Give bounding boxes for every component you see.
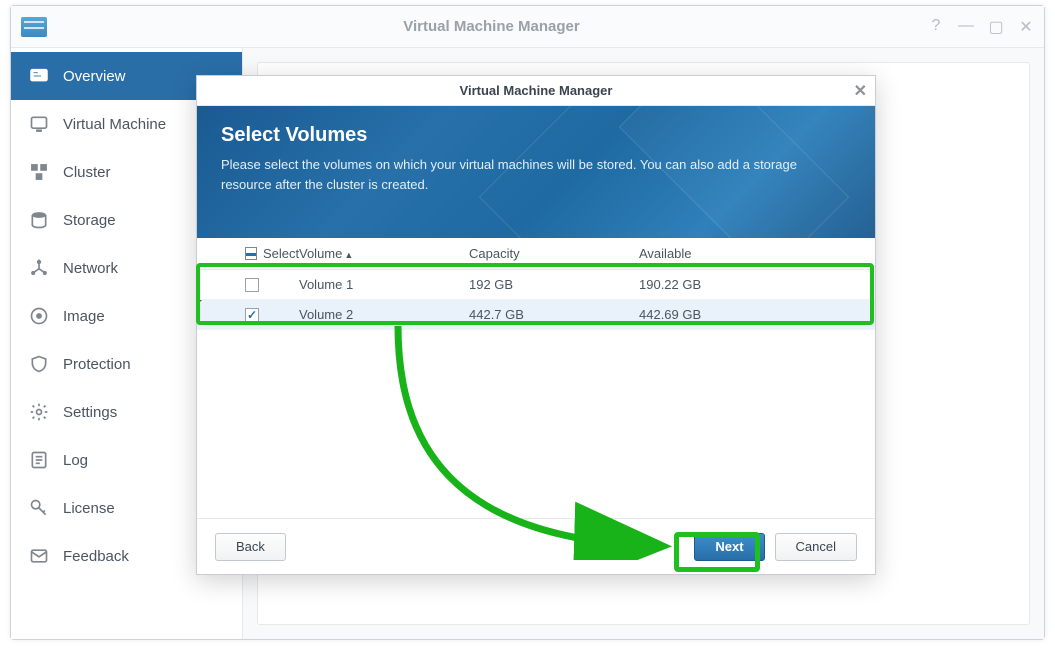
sidebar-item-label: Settings	[63, 404, 117, 421]
dialog-hero-title: Select Volumes	[221, 124, 851, 147]
window-controls: ? — ▢ ✕	[928, 17, 1034, 37]
col-capacity[interactable]: Capacity	[469, 246, 639, 261]
cluster-icon	[29, 162, 49, 182]
sidebar-item-label: Protection	[63, 356, 131, 373]
network-icon	[29, 258, 49, 278]
image-icon	[29, 306, 49, 326]
table-header: ▬ Select Volume▲ Capacity Available	[197, 238, 875, 270]
log-icon	[29, 450, 49, 470]
select-volumes-dialog: Virtual Machine Manager ✕ Select Volumes…	[196, 75, 876, 575]
cell-available: 190.22 GB	[639, 277, 875, 292]
sidebar-item-label: Image	[63, 308, 105, 325]
dialog-hero: Select Volumes Please select the volumes…	[197, 106, 875, 238]
sidebar-item-label: Cluster	[63, 164, 111, 181]
gear-icon	[29, 402, 49, 422]
close-button[interactable]: ✕	[1018, 17, 1034, 37]
next-button[interactable]: Next	[694, 533, 764, 561]
col-volume-label: Volume	[299, 246, 342, 261]
help-button[interactable]: ?	[928, 17, 944, 37]
dialog-title: Virtual Machine Manager	[460, 83, 613, 98]
col-available[interactable]: Available	[639, 246, 875, 261]
row-checkbox[interactable]	[245, 278, 259, 292]
table-row[interactable]: Volume 1 192 GB 190.22 GB	[197, 270, 875, 300]
minimize-button[interactable]: —	[958, 17, 974, 37]
cell-available: 442.69 GB	[639, 307, 875, 322]
sidebar-item-label: Network	[63, 260, 118, 277]
col-volume[interactable]: Volume▲	[299, 246, 469, 261]
volumes-table: ▬ Select Volume▲ Capacity Available Volu…	[197, 238, 875, 330]
app-title: Virtual Machine Manager	[55, 18, 928, 35]
cell-volume: Volume 2	[299, 307, 469, 322]
col-select-label: Select	[263, 246, 299, 261]
table-row[interactable]: Volume 2 442.7 GB 442.69 GB	[197, 300, 875, 330]
col-available-label: Available	[639, 246, 692, 261]
storage-icon	[29, 210, 49, 230]
sort-asc-icon: ▲	[344, 250, 353, 260]
select-all-checkbox[interactable]: ▬	[245, 247, 257, 260]
mail-icon	[29, 546, 49, 566]
dialog-close-button[interactable]: ✕	[854, 81, 867, 101]
protection-icon	[29, 354, 49, 374]
overview-icon	[29, 66, 49, 86]
dialog-titlebar: Virtual Machine Manager ✕	[197, 76, 875, 106]
row-checkbox[interactable]	[245, 308, 259, 322]
row-marker-icon	[196, 300, 202, 306]
sidebar-item-label: Feedback	[63, 548, 129, 565]
dialog-hero-desc: Please select the volumes on which your …	[221, 155, 841, 194]
key-icon	[29, 498, 49, 518]
sidebar-item-label: Storage	[63, 212, 116, 229]
sidebar-item-label: Virtual Machine	[63, 116, 166, 133]
cancel-button[interactable]: Cancel	[775, 533, 857, 561]
cell-capacity: 192 GB	[469, 277, 639, 292]
cell-capacity: 442.7 GB	[469, 307, 639, 322]
dialog-footer: Back Next Cancel	[197, 518, 875, 574]
app-icon	[21, 17, 47, 37]
col-capacity-label: Capacity	[469, 246, 520, 261]
sidebar-item-label: Log	[63, 452, 88, 469]
cell-volume: Volume 1	[299, 277, 469, 292]
app-titlebar: Virtual Machine Manager ? — ▢ ✕	[11, 6, 1044, 48]
sidebar-item-label: License	[63, 500, 115, 517]
maximize-button[interactable]: ▢	[988, 17, 1004, 37]
vm-icon	[29, 114, 49, 134]
sidebar-item-label: Overview	[63, 68, 126, 85]
back-button[interactable]: Back	[215, 533, 286, 561]
